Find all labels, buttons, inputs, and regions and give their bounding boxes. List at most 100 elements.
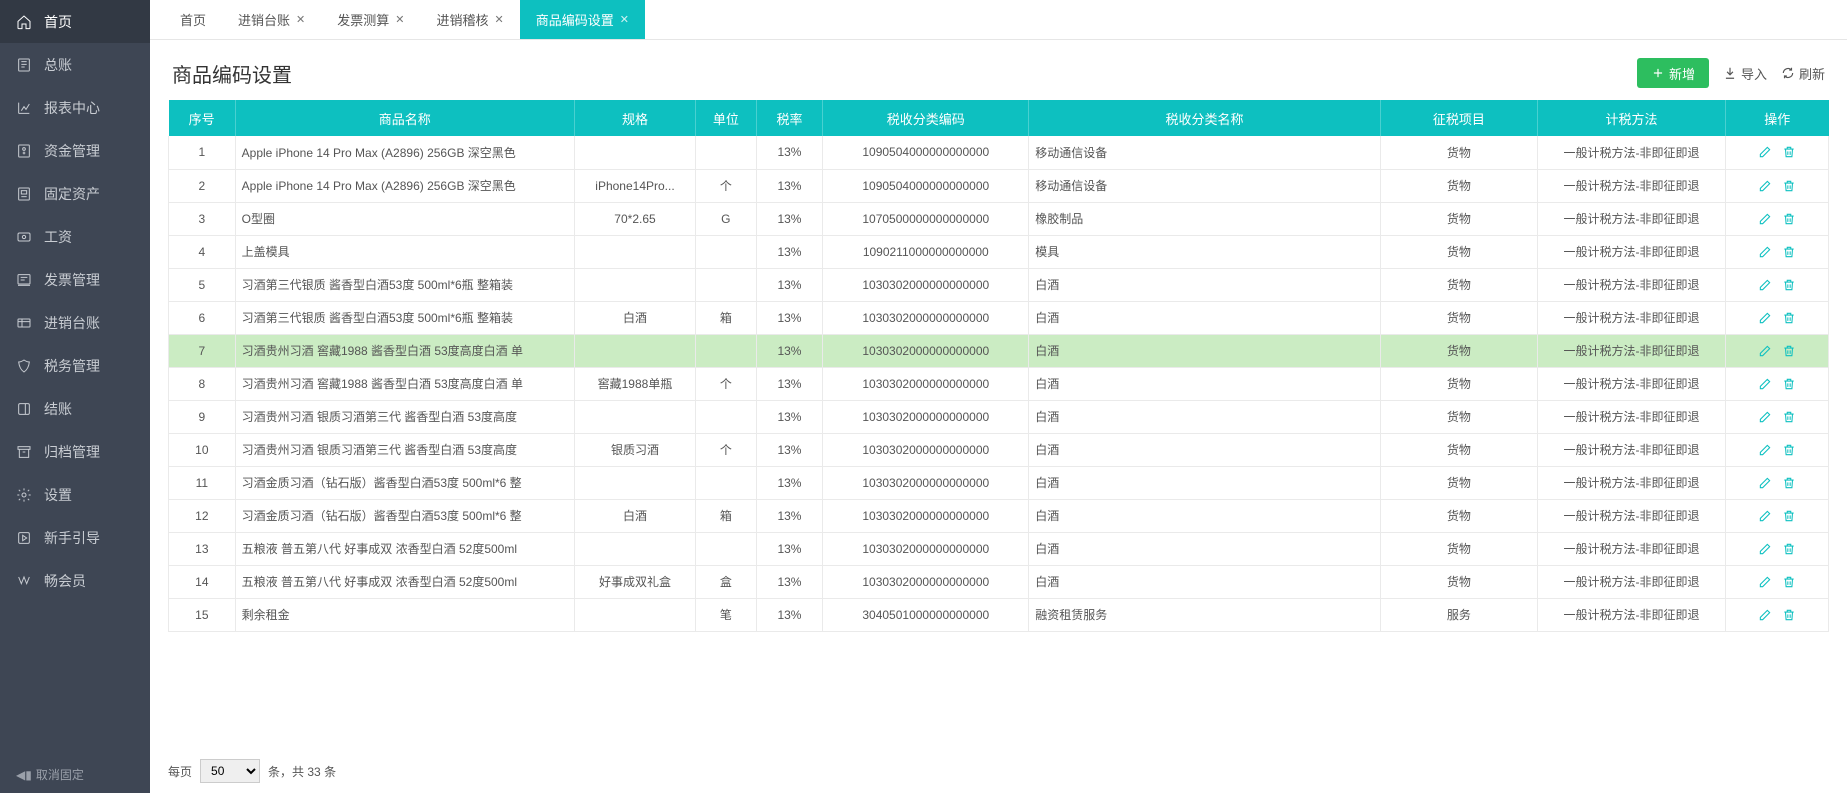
sidebar-item-archive[interactable]: 归档管理 <box>0 430 150 473</box>
tab[interactable]: 发票测算✕ <box>321 0 420 39</box>
delete-icon[interactable] <box>1782 278 1796 292</box>
sidebar-item-money[interactable]: 资金管理 <box>0 129 150 172</box>
cell-seq: 1 <box>169 136 236 169</box>
table-row[interactable]: 15剩余租金笔13%3040501000000000000融资租赁服务服务一般计… <box>169 598 1829 631</box>
cell-code: 1030302000000000000 <box>823 466 1029 499</box>
pagination-summary: 条，共 33 条 <box>268 763 336 780</box>
table-row[interactable]: 4上盖模具13%1090211000000000000模具货物一般计税方法-非即… <box>169 235 1829 268</box>
delete-icon[interactable] <box>1782 575 1796 589</box>
close-icon[interactable]: ✕ <box>395 13 404 26</box>
table-row[interactable]: 3O型圈70*2.65G13%1070500000000000000橡胶制品货物… <box>169 202 1829 235</box>
table-row[interactable]: 14五粮液 普五第八代 好事成双 浓香型白酒 52度500ml好事成双礼盒盒13… <box>169 565 1829 598</box>
cell-method: 一般计税方法-非即征即退 <box>1538 235 1726 268</box>
cell-rate: 13% <box>756 466 823 499</box>
import-button[interactable]: 导入 <box>1723 64 1767 83</box>
edit-icon[interactable] <box>1758 245 1772 259</box>
cell-unit <box>696 532 757 565</box>
delete-icon[interactable] <box>1782 311 1796 325</box>
delete-icon[interactable] <box>1782 509 1796 523</box>
edit-icon[interactable] <box>1758 377 1772 391</box>
ledger-icon <box>16 57 32 73</box>
delete-icon[interactable] <box>1782 145 1796 159</box>
sidebar-item-ledger[interactable]: 总账 <box>0 43 150 86</box>
edit-icon[interactable] <box>1758 179 1772 193</box>
edit-icon[interactable] <box>1758 575 1772 589</box>
cell-seq: 14 <box>169 565 236 598</box>
table-row[interactable]: 2Apple iPhone 14 Pro Max (A2896) 256GB 深… <box>169 169 1829 202</box>
refresh-button[interactable]: 刷新 <box>1781 64 1825 83</box>
cell-unit: G <box>696 202 757 235</box>
edit-icon[interactable] <box>1758 509 1772 523</box>
plus-icon <box>1651 66 1665 80</box>
sidebar-item-invoice[interactable]: 发票管理 <box>0 258 150 301</box>
edit-icon[interactable] <box>1758 145 1772 159</box>
sidebar-item-close-book[interactable]: 结账 <box>0 387 150 430</box>
sidebar-item-home[interactable]: 首页 <box>0 0 150 43</box>
edit-icon[interactable] <box>1758 410 1772 424</box>
cell-spec <box>574 136 695 169</box>
edit-icon[interactable] <box>1758 212 1772 226</box>
edit-icon[interactable] <box>1758 476 1772 490</box>
gear-icon <box>16 487 32 503</box>
cell-method: 一般计税方法-非即征即退 <box>1538 367 1726 400</box>
table-row[interactable]: 7习酒贵州习酒 窖藏1988 酱香型白酒 53度高度白酒 单13%1030302… <box>169 334 1829 367</box>
delete-icon[interactable] <box>1782 377 1796 391</box>
table-row[interactable]: 10习酒贵州习酒 银质习酒第三代 酱香型白酒 53度高度银质习酒个13%1030… <box>169 433 1829 466</box>
sidebar-pin-toggle[interactable]: ◀▮ 取消固定 <box>0 756 150 793</box>
sidebar-item-salary[interactable]: 工资 <box>0 215 150 258</box>
tab[interactable]: 进销台账✕ <box>222 0 321 39</box>
edit-icon[interactable] <box>1758 608 1772 622</box>
cell-unit: 个 <box>696 169 757 202</box>
edit-icon[interactable] <box>1758 542 1772 556</box>
delete-icon[interactable] <box>1782 179 1796 193</box>
close-icon[interactable]: ✕ <box>620 13 629 26</box>
table-row[interactable]: 6习酒第三代银质 酱香型白酒53度 500ml*6瓶 整箱装白酒箱13%1030… <box>169 301 1829 334</box>
cell-rate: 13% <box>756 400 823 433</box>
inventory-icon <box>16 315 32 331</box>
table-row[interactable]: 5习酒第三代银质 酱香型白酒53度 500ml*6瓶 整箱装13%1030302… <box>169 268 1829 301</box>
sidebar-item-vip[interactable]: 畅会员 <box>0 559 150 602</box>
cell-code: 1030302000000000000 <box>823 367 1029 400</box>
sidebar: 首页总账报表中心资金管理固定资产工资发票管理进销台账税务管理结账归档管理设置新手… <box>0 0 150 793</box>
edit-icon[interactable] <box>1758 443 1772 457</box>
sidebar-item-asset[interactable]: 固定资产 <box>0 172 150 215</box>
cell-name: 剩余租金 <box>235 598 574 631</box>
edit-icon[interactable] <box>1758 278 1772 292</box>
delete-icon[interactable] <box>1782 212 1796 226</box>
delete-icon[interactable] <box>1782 476 1796 490</box>
tab[interactable]: 首页 <box>164 0 222 39</box>
delete-icon[interactable] <box>1782 344 1796 358</box>
delete-icon[interactable] <box>1782 245 1796 259</box>
table-row[interactable]: 11习酒金质习酒（钻石版）酱香型白酒53度 500ml*6 整13%103030… <box>169 466 1829 499</box>
cell-name: Apple iPhone 14 Pro Max (A2896) 256GB 深空… <box>235 136 574 169</box>
tab[interactable]: 商品编码设置✕ <box>520 0 645 39</box>
sidebar-item-tax[interactable]: 税务管理 <box>0 344 150 387</box>
table-row[interactable]: 12习酒金质习酒（钻石版）酱香型白酒53度 500ml*6 整白酒箱13%103… <box>169 499 1829 532</box>
sidebar-item-chart[interactable]: 报表中心 <box>0 86 150 129</box>
cell-item: 货物 <box>1380 367 1538 400</box>
delete-icon[interactable] <box>1782 542 1796 556</box>
add-button[interactable]: 新增 <box>1637 58 1709 88</box>
delete-icon[interactable] <box>1782 410 1796 424</box>
close-icon[interactable]: ✕ <box>495 13 504 26</box>
table-row[interactable]: 1Apple iPhone 14 Pro Max (A2896) 256GB 深… <box>169 136 1829 169</box>
sidebar-item-label: 首页 <box>44 12 72 32</box>
cell-name: 五粮液 普五第八代 好事成双 浓香型白酒 52度500ml <box>235 532 574 565</box>
table-row[interactable]: 8习酒贵州习酒 窖藏1988 酱香型白酒 53度高度白酒 单窖藏1988单瓶个1… <box>169 367 1829 400</box>
edit-icon[interactable] <box>1758 311 1772 325</box>
sidebar-item-gear[interactable]: 设置 <box>0 473 150 516</box>
cell-item: 货物 <box>1380 136 1538 169</box>
table-row[interactable]: 9习酒贵州习酒 银质习酒第三代 酱香型白酒 53度高度13%1030302000… <box>169 400 1829 433</box>
delete-icon[interactable] <box>1782 608 1796 622</box>
page-size-select[interactable]: 50 <box>200 759 260 783</box>
delete-icon[interactable] <box>1782 443 1796 457</box>
guide-icon <box>16 530 32 546</box>
close-icon[interactable]: ✕ <box>296 13 305 26</box>
sidebar-item-label: 设置 <box>44 485 72 505</box>
table-body: 1Apple iPhone 14 Pro Max (A2896) 256GB 深… <box>169 136 1829 631</box>
sidebar-item-guide[interactable]: 新手引导 <box>0 516 150 559</box>
edit-icon[interactable] <box>1758 344 1772 358</box>
tab[interactable]: 进销稽核✕ <box>420 0 519 39</box>
table-row[interactable]: 13五粮液 普五第八代 好事成双 浓香型白酒 52度500ml13%103030… <box>169 532 1829 565</box>
sidebar-item-inventory[interactable]: 进销台账 <box>0 301 150 344</box>
